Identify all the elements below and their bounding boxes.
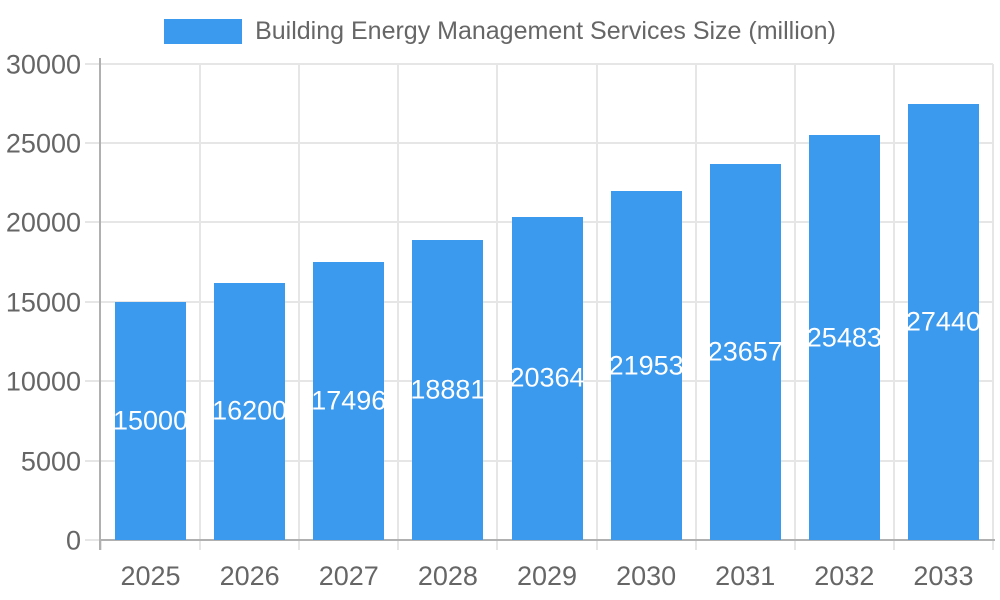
bar-value-label: 18881 [410, 374, 486, 405]
y-axis-tick [85, 62, 101, 65]
bar-2026[interactable] [214, 282, 286, 540]
v-gridline [595, 63, 598, 540]
v-gridline [892, 63, 895, 540]
x-axis-tick [496, 540, 499, 550]
v-gridline [992, 63, 994, 540]
v-gridline [694, 63, 697, 540]
x-axis-tick-label: 2025 [120, 561, 181, 591]
x-axis-tick-label: 2028 [417, 561, 478, 591]
bar-2027[interactable] [313, 262, 385, 540]
bar-2031[interactable] [709, 164, 781, 540]
bar-value-label: 15000 [113, 405, 189, 436]
legend[interactable]: Building Energy Management Services Size… [0, 17, 1000, 46]
bar-value-label: 17496 [311, 385, 387, 416]
bar-2025[interactable] [115, 301, 187, 540]
x-axis-tick [694, 540, 697, 550]
x-axis-tick-label: 2029 [516, 561, 578, 591]
v-gridline [199, 63, 202, 540]
x-axis-tick [793, 540, 796, 550]
y-axis-tick [85, 221, 101, 224]
x-axis-tick [100, 540, 102, 550]
y-axis-tick-label: 25000 [5, 128, 81, 159]
y-axis-tick-label: 20000 [5, 207, 81, 238]
y-axis-tick [85, 300, 101, 303]
bar-2033[interactable] [907, 104, 979, 540]
bar-2030[interactable] [610, 191, 682, 540]
v-gridline [397, 63, 400, 540]
bar-value-label: 21953 [608, 350, 684, 381]
v-gridline [793, 63, 796, 540]
bar-2032[interactable] [808, 135, 880, 540]
legend-swatch [164, 19, 243, 45]
x-axis-tick-label: 2026 [219, 561, 280, 591]
x-axis-tick [298, 540, 301, 550]
x-axis-tick-label: 2032 [814, 561, 875, 591]
y-axis-tick [85, 141, 101, 144]
bar-2029[interactable] [511, 216, 583, 540]
x-axis-tick-label: 2033 [913, 561, 974, 591]
x-axis-tick [397, 540, 400, 550]
y-axis-tick-label: 15000 [5, 287, 81, 318]
x-axis-tick [892, 540, 895, 550]
x-axis-tick [199, 540, 202, 550]
bar-2028[interactable] [412, 240, 484, 540]
v-gridline [496, 63, 499, 540]
bar-value-label: 16200 [212, 395, 288, 426]
bar-value-label: 20364 [509, 362, 585, 393]
legend-label: Building Energy Management Services Size… [255, 17, 836, 45]
y-axis-line [99, 57, 101, 550]
y-axis-tick [85, 459, 101, 462]
x-axis-tick [595, 540, 598, 550]
y-axis-tick [85, 539, 101, 541]
y-axis-tick-label: 10000 [5, 366, 81, 397]
x-axis-tick-label: 2030 [616, 561, 677, 591]
y-axis-tick [85, 380, 101, 383]
y-axis-tick-label: 5000 [20, 446, 81, 477]
x-axis-tick-label: 2027 [318, 561, 379, 591]
bar-value-label: 27440 [905, 306, 981, 337]
v-gridline [298, 63, 301, 540]
h-gridline [101, 141, 993, 144]
bar-value-label: 25483 [806, 322, 882, 353]
x-axis-tick [992, 540, 994, 550]
bar-value-label: 23657 [707, 336, 783, 367]
y-axis-tick-label: 0 [65, 525, 81, 556]
x-axis-tick-label: 2031 [715, 561, 776, 591]
x-axis-line [99, 539, 995, 541]
y-axis-tick-label: 30000 [5, 49, 81, 79]
h-gridline [101, 62, 993, 65]
